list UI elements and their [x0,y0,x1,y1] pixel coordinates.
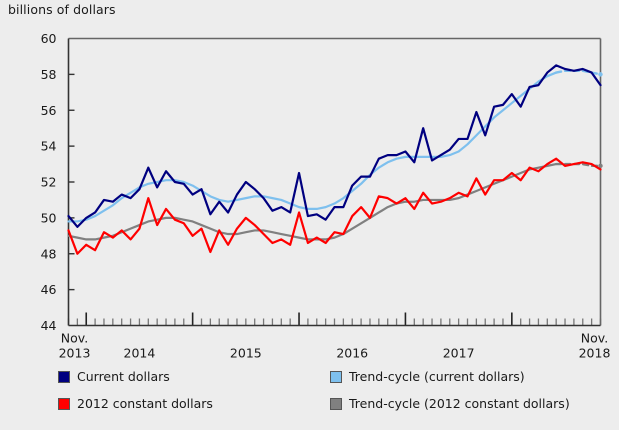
series-lines [67,64,603,255]
y-tick-label: 46 [41,282,57,297]
y-tick-label: 52 [41,175,57,190]
series-line [67,64,602,228]
legend-swatch-trend-current [330,371,342,384]
y-tick-label: 60 [41,31,57,46]
legend-item-current-dollars[interactable]: Current dollars [58,369,170,384]
legend-label-trend-constant: Trend-cycle (2012 constant dollars) [349,396,570,411]
series-line [67,162,558,241]
x-tick-label: 2014 [124,346,156,361]
x-tick-label: 2015 [230,346,262,361]
x-tick-label: Nov. [61,331,88,346]
legend-item-constant-dollars[interactable]: 2012 constant dollars [58,396,213,411]
x-tick-label: 2016 [336,346,368,361]
legend-swatch-current-dollars [58,371,70,384]
y-axis-ticks: 44 46 48 50 52 54 56 58 60 [41,31,75,333]
legend-swatch-constant-dollars [58,398,70,411]
legend-label-constant-dollars: 2012 constant dollars [77,396,213,411]
y-tick-label: 54 [41,139,57,154]
x-tick-label: 2017 [443,346,475,361]
series-line [67,71,558,223]
y-tick-label: 48 [41,246,57,261]
legend-item-trend-current[interactable]: Trend-cycle (current dollars) [330,369,525,384]
x-tick-label: Nov. [581,331,608,346]
x-axis-ticks [67,312,602,326]
plot-frame [67,37,602,327]
chart-legend: Current dollars Trend-cycle (current dol… [58,369,608,423]
y-tick-label: 50 [41,210,57,225]
x-tick-label: 2018 [579,346,611,361]
y-axis-title: billions of dollars [8,2,116,17]
y-tick-label: 44 [41,318,57,333]
legend-swatch-trend-constant [330,398,342,411]
x-tick-label: 2013 [59,346,91,361]
y-tick-label: 58 [41,67,57,82]
legend-label-trend-current: Trend-cycle (current dollars) [349,369,525,384]
legend-label-current-dollars: Current dollars [77,369,170,384]
series-line [67,157,602,255]
y-tick-label: 56 [41,103,57,118]
legend-item-trend-constant[interactable]: Trend-cycle (2012 constant dollars) [330,396,570,411]
